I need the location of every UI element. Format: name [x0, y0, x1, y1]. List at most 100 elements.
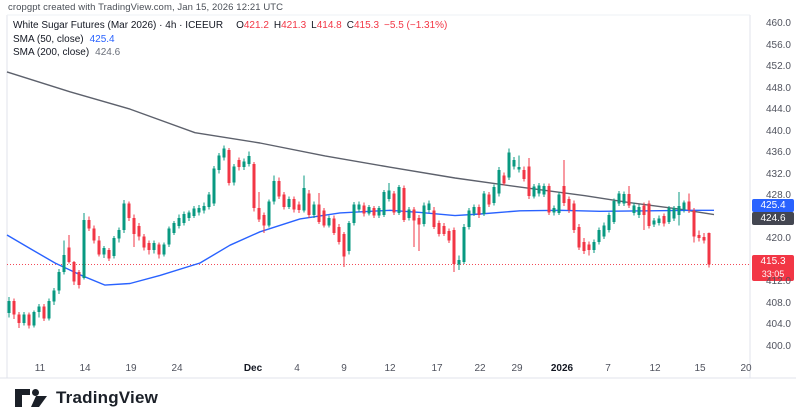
- candle-body: [652, 220, 656, 225]
- candle-body: [682, 202, 686, 210]
- candle-body: [292, 198, 296, 210]
- candle-body: [137, 225, 141, 237]
- candle-body: [67, 247, 71, 262]
- candle-body: [537, 185, 541, 194]
- candle-body: [517, 167, 521, 170]
- price-tick: 404.0: [765, 319, 791, 330]
- candle-body: [452, 230, 456, 265]
- candle-body: [102, 247, 106, 255]
- candle-body: [457, 259, 461, 265]
- time-tick: 14: [79, 363, 91, 374]
- candle-body: [177, 217, 181, 226]
- candle-body: [642, 205, 646, 216]
- bar-countdown: 33:05: [761, 269, 785, 279]
- candle-body: [687, 201, 691, 211]
- candle-body: [167, 228, 171, 245]
- candle-body: [322, 210, 326, 226]
- price-tick: 420.0: [765, 233, 791, 244]
- symbol-row[interactable]: White Sugar Futures (Mar 2026) · 4h · IC…: [13, 19, 447, 33]
- candle-body: [332, 218, 336, 233]
- candle-body: [107, 250, 111, 259]
- candle-body: [637, 207, 641, 216]
- candle-body: [597, 230, 601, 242]
- candle-body: [437, 223, 441, 234]
- candle-body: [542, 186, 546, 195]
- candle-body: [462, 226, 466, 262]
- candle-body: [427, 203, 431, 210]
- candle-body: [362, 205, 366, 214]
- candle-body: [592, 242, 596, 251]
- candle-body: [62, 254, 66, 273]
- candle-body: [617, 193, 621, 204]
- candle-body: [382, 191, 386, 215]
- candle-body: [142, 236, 146, 248]
- time-tick: 12: [649, 363, 661, 374]
- candle-body: [37, 306, 41, 312]
- low-value: 414.8: [316, 20, 342, 31]
- price-axis[interactable]: 425.4 424.6 415.3 33:05 460.0 456.0 452.0 4…: [750, 0, 796, 378]
- candle-body: [572, 203, 576, 231]
- open-value: 421.2: [243, 20, 269, 31]
- time-tick: 15: [694, 363, 706, 374]
- candle-body: [347, 223, 351, 252]
- candle-body: [607, 215, 611, 231]
- sma200-row[interactable]: SMA (200, close) 424.6: [13, 46, 447, 60]
- price-tick: 400.0: [765, 341, 791, 352]
- candle-body: [172, 223, 176, 233]
- candle-body: [317, 204, 321, 223]
- candle-body: [702, 237, 706, 241]
- candle-body: [577, 226, 581, 248]
- candle-body: [212, 168, 216, 204]
- tradingview-logo[interactable]: TradingView: [14, 388, 158, 408]
- sma50-value: 425.4: [89, 33, 115, 45]
- candle-body: [222, 148, 226, 158]
- candle-body: [697, 235, 701, 239]
- candle-body: [337, 226, 341, 242]
- price-tick: 432.0: [765, 169, 791, 180]
- candle-body: [402, 188, 406, 220]
- tradingview-logo-text: TradingView: [56, 388, 159, 407]
- candle-body: [497, 169, 501, 194]
- sma50-label: SMA (50, close): [13, 33, 84, 45]
- candle-body: [77, 272, 81, 286]
- candle-body: [522, 169, 526, 180]
- candle-body: [412, 209, 416, 221]
- candle-body: [147, 243, 151, 251]
- price-tick: 412.0: [765, 276, 791, 287]
- candle-body: [262, 215, 266, 226]
- candle-body: [92, 228, 96, 241]
- time-tick: 17: [431, 363, 443, 374]
- candle-body: [492, 187, 496, 204]
- last-price-badge: 415.3 33:05: [752, 255, 794, 281]
- time-tick: 20: [740, 363, 752, 374]
- candle-body: [132, 217, 136, 234]
- candle-body: [162, 244, 166, 255]
- candle-body: [42, 306, 46, 319]
- candle-body: [7, 301, 11, 313]
- candle-body: [227, 150, 231, 183]
- candle-body: [587, 244, 591, 251]
- candle-body: [237, 160, 241, 168]
- candle-body: [97, 240, 101, 255]
- time-axis[interactable]: 11 14 19 24 Dec 4 9 12 17 22 29 2026 7 12 15 20: [0, 357, 796, 378]
- candle-body: [472, 207, 476, 214]
- candle-body: [527, 166, 531, 197]
- time-tick: Dec: [243, 363, 263, 374]
- candle-body: [202, 205, 206, 211]
- candle-body: [302, 188, 306, 211]
- candle-body: [602, 225, 606, 237]
- candle-body: [287, 198, 291, 207]
- time-tick: 7: [605, 363, 611, 374]
- candle-body: [327, 217, 331, 226]
- time-tick: 4: [294, 363, 300, 374]
- price-tick: 448.0: [765, 83, 791, 94]
- change-value: −5.5 (−1.31%): [384, 20, 448, 31]
- chart-legend: White Sugar Futures (Mar 2026) · 4h · IC…: [13, 19, 447, 60]
- candle-body: [312, 204, 316, 216]
- candle-body: [632, 205, 636, 213]
- sma50-row[interactable]: SMA (50, close) 425.4: [13, 33, 447, 47]
- candle-body: [277, 181, 281, 197]
- candle-body: [272, 181, 276, 202]
- candle-body: [507, 152, 511, 178]
